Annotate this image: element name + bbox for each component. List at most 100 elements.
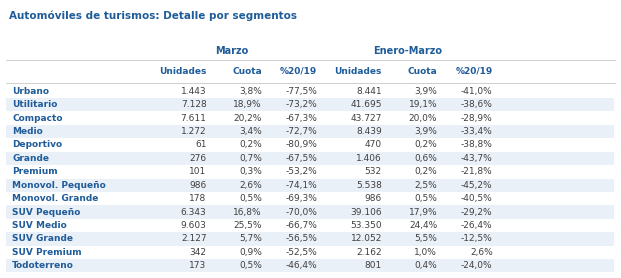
Text: 0,9%: 0,9% [239, 248, 262, 257]
Text: -28,9%: -28,9% [461, 114, 492, 123]
Text: -26,4%: -26,4% [461, 221, 492, 230]
Text: Compacto: Compacto [12, 114, 63, 123]
Text: Cuota: Cuota [407, 67, 437, 76]
Text: 178: 178 [189, 194, 207, 203]
Text: -80,9%: -80,9% [286, 140, 317, 150]
Text: 1,0%: 1,0% [414, 248, 437, 257]
Text: Todoterreno: Todoterreno [12, 261, 74, 270]
Text: -29,2%: -29,2% [461, 208, 492, 217]
Text: Monovol. Pequeño: Monovol. Pequeño [12, 181, 106, 190]
Text: 3,9%: 3,9% [414, 127, 437, 136]
Text: 5.538: 5.538 [356, 181, 382, 190]
Text: Grande: Grande [12, 154, 49, 163]
Text: 24,4%: 24,4% [409, 221, 437, 230]
Text: 0,4%: 0,4% [415, 261, 437, 270]
Text: -72,7%: -72,7% [286, 127, 317, 136]
Text: 19,1%: 19,1% [409, 100, 437, 109]
Text: 7.611: 7.611 [181, 114, 207, 123]
Bar [6, 232, 614, 246]
Text: 0,5%: 0,5% [239, 194, 262, 203]
Text: 9.603: 9.603 [181, 221, 207, 230]
Text: 532: 532 [365, 167, 382, 176]
Text: -21,8%: -21,8% [461, 167, 492, 176]
Text: Enero-Marzo: Enero-Marzo [373, 46, 442, 56]
Text: 39.106: 39.106 [350, 208, 382, 217]
Text: 276: 276 [189, 154, 207, 163]
Bar [6, 152, 614, 165]
Text: -52,5%: -52,5% [286, 248, 317, 257]
Text: 0,2%: 0,2% [239, 140, 262, 150]
Bar [6, 125, 614, 138]
Text: 2.127: 2.127 [181, 234, 207, 244]
Text: -73,2%: -73,2% [286, 100, 317, 109]
Text: 2,5%: 2,5% [415, 181, 437, 190]
Text: Automóviles de turismos: Detalle por segmentos: Automóviles de turismos: Detalle por seg… [9, 11, 297, 21]
Text: 2,6%: 2,6% [470, 248, 492, 257]
Text: Deportivo: Deportivo [12, 140, 62, 150]
Text: -67,3%: -67,3% [286, 114, 317, 123]
Text: -53,2%: -53,2% [286, 167, 317, 176]
Text: Marzo: Marzo [215, 46, 248, 56]
Text: 1.272: 1.272 [181, 127, 207, 136]
Text: Monovol. Grande: Monovol. Grande [12, 194, 98, 203]
Text: 2.162: 2.162 [356, 248, 382, 257]
Text: 8.439: 8.439 [356, 127, 382, 136]
Text: 53.350: 53.350 [350, 221, 382, 230]
Text: 801: 801 [365, 261, 382, 270]
Text: 0,5%: 0,5% [239, 261, 262, 270]
Text: -46,4%: -46,4% [286, 261, 317, 270]
Text: Unidades: Unidades [335, 67, 382, 76]
Bar [6, 98, 614, 111]
Text: 20,0%: 20,0% [409, 114, 437, 123]
Text: 3,4%: 3,4% [239, 127, 262, 136]
Text: 20,2%: 20,2% [233, 114, 262, 123]
Text: 61: 61 [195, 140, 207, 150]
Text: SUV Premium: SUV Premium [12, 248, 81, 257]
Text: -24,0%: -24,0% [461, 261, 492, 270]
Bar [6, 178, 614, 192]
Text: -45,2%: -45,2% [461, 181, 492, 190]
Text: 0,6%: 0,6% [414, 154, 437, 163]
Text: 0,5%: 0,5% [414, 194, 437, 203]
Text: 0,7%: 0,7% [239, 154, 262, 163]
Text: -69,3%: -69,3% [286, 194, 317, 203]
Text: 5,7%: 5,7% [239, 234, 262, 244]
Text: 0,2%: 0,2% [415, 167, 437, 176]
Bar [6, 259, 614, 272]
Text: SUV Grande: SUV Grande [12, 234, 73, 244]
Text: 18,9%: 18,9% [233, 100, 262, 109]
Text: Utilitario: Utilitario [12, 100, 57, 109]
Text: 101: 101 [189, 167, 207, 176]
Text: 3,9%: 3,9% [414, 87, 437, 96]
Text: -56,5%: -56,5% [286, 234, 317, 244]
Text: -38,8%: -38,8% [461, 140, 492, 150]
Text: -74,1%: -74,1% [286, 181, 317, 190]
Text: -12,5%: -12,5% [461, 234, 492, 244]
Text: SUV Pequeño: SUV Pequeño [12, 208, 80, 217]
Text: 6.343: 6.343 [181, 208, 207, 217]
Text: Premium: Premium [12, 167, 58, 176]
Text: 986: 986 [365, 194, 382, 203]
Bar [6, 205, 614, 219]
Text: -77,5%: -77,5% [286, 87, 317, 96]
Text: 1.406: 1.406 [356, 154, 382, 163]
Text: 1.443: 1.443 [181, 87, 207, 96]
Text: -67,5%: -67,5% [286, 154, 317, 163]
Text: Medio: Medio [12, 127, 43, 136]
Text: Urbano: Urbano [12, 87, 49, 96]
Text: -41,0%: -41,0% [461, 87, 492, 96]
Text: -40,5%: -40,5% [461, 194, 492, 203]
Text: 0,2%: 0,2% [415, 140, 437, 150]
Text: 3,8%: 3,8% [239, 87, 262, 96]
Text: -33,4%: -33,4% [461, 127, 492, 136]
Text: 8.441: 8.441 [356, 87, 382, 96]
Text: -70,0%: -70,0% [286, 208, 317, 217]
Text: 41.695: 41.695 [350, 100, 382, 109]
Text: Unidades: Unidades [159, 67, 207, 76]
Text: 342: 342 [189, 248, 207, 257]
Text: %20/19: %20/19 [280, 67, 317, 76]
Text: 16,8%: 16,8% [233, 208, 262, 217]
Text: 12.052: 12.052 [350, 234, 382, 244]
Text: SUV Medio: SUV Medio [12, 221, 67, 230]
Text: 0,3%: 0,3% [239, 167, 262, 176]
